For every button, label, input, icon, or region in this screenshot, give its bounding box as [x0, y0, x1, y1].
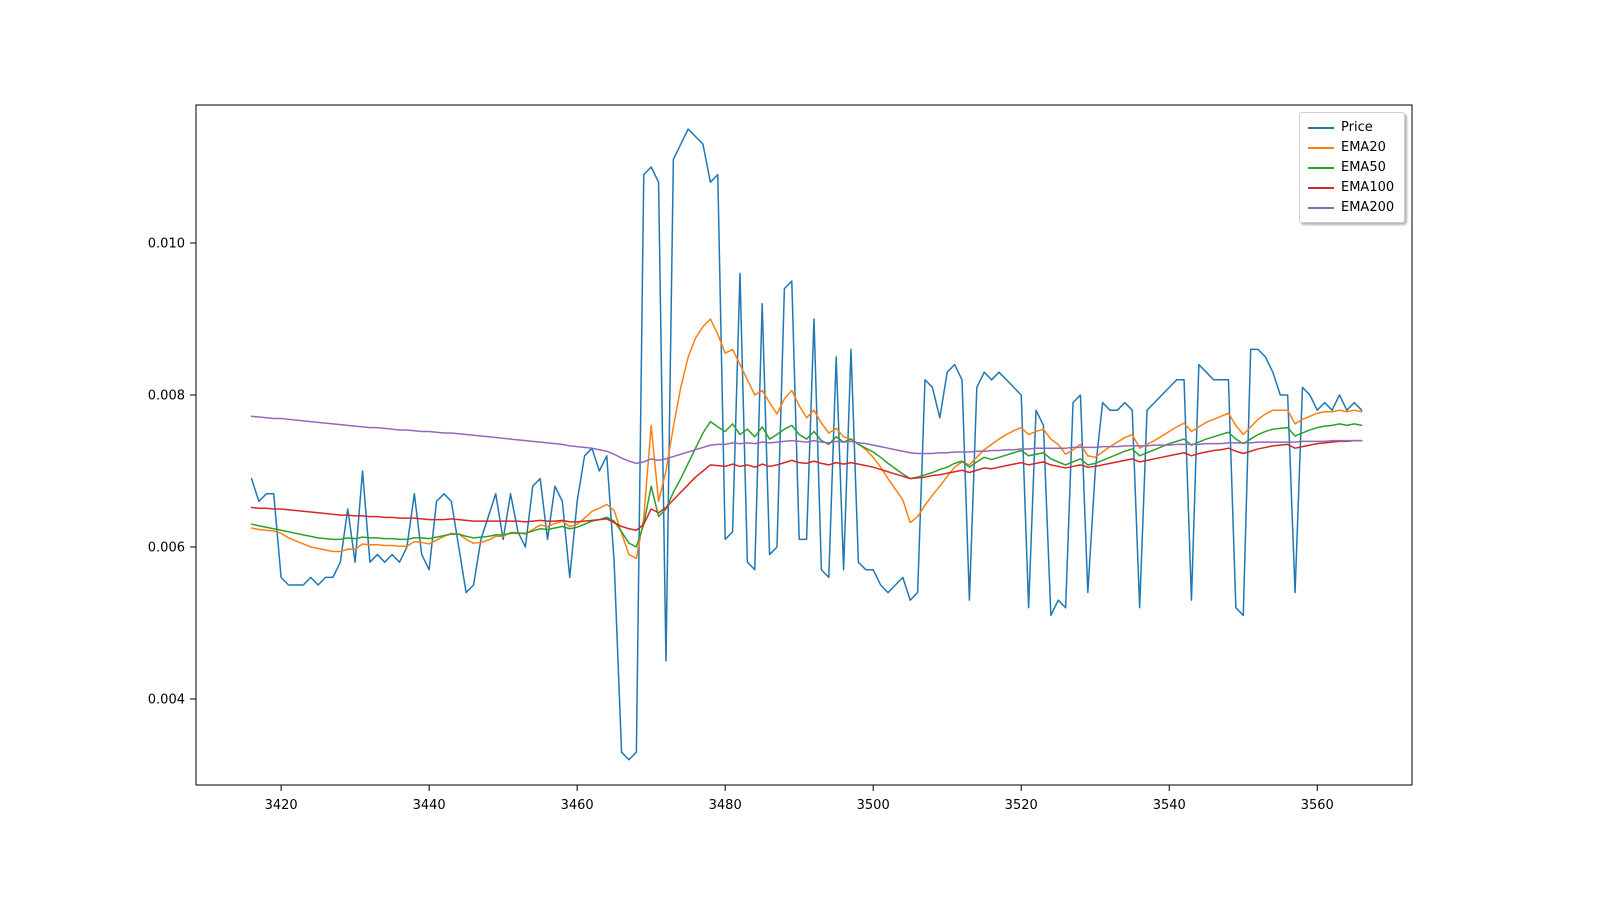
legend-item-ema20: EMA20	[1308, 140, 1396, 155]
x-tick-label: 3440	[413, 798, 446, 813]
axes-frame	[195, 104, 1413, 786]
ema200-line-swatch-icon	[1308, 206, 1334, 209]
price-line-swatch-icon	[1308, 126, 1334, 129]
x-tick-label: 3560	[1301, 798, 1334, 813]
legend-item-price: Price	[1308, 120, 1396, 135]
ema100-line-swatch-icon	[1308, 186, 1334, 189]
y-tick-label: 0.004	[148, 692, 185, 707]
legend-label: EMA100	[1341, 180, 1395, 195]
series-line-ema100	[250, 439, 1363, 532]
x-tick-label: 3500	[857, 798, 890, 813]
x-tick-label: 3480	[709, 798, 742, 813]
ema20-line-swatch-icon	[1308, 146, 1334, 149]
series-line-price	[250, 128, 1363, 761]
legend-item-ema200: EMA200	[1308, 200, 1396, 215]
legend-item-ema50: EMA50	[1308, 160, 1396, 175]
y-tick-label: 0.008	[148, 388, 185, 403]
y-tick-label: 0.010	[148, 237, 185, 252]
legend-label: EMA50	[1341, 160, 1386, 175]
x-tick-label: 3460	[561, 798, 594, 813]
y-tick-label: 0.006	[148, 540, 185, 555]
series-line-ema20	[250, 318, 1363, 560]
series-line-ema200	[250, 415, 1363, 465]
legend-label: EMA20	[1341, 140, 1386, 155]
x-tick-label: 3540	[1153, 798, 1186, 813]
legend-label: EMA200	[1341, 200, 1395, 215]
x-tick-label: 3420	[265, 798, 298, 813]
legend-item-ema100: EMA100	[1308, 180, 1396, 195]
chart-legend: Price EMA20 EMA50 EMA100 EMA200	[1299, 112, 1405, 223]
ema50-line-swatch-icon	[1308, 166, 1334, 169]
series-line-ema50	[250, 420, 1363, 548]
legend-label: Price	[1341, 120, 1373, 135]
x-tick-label: 3520	[1005, 798, 1038, 813]
